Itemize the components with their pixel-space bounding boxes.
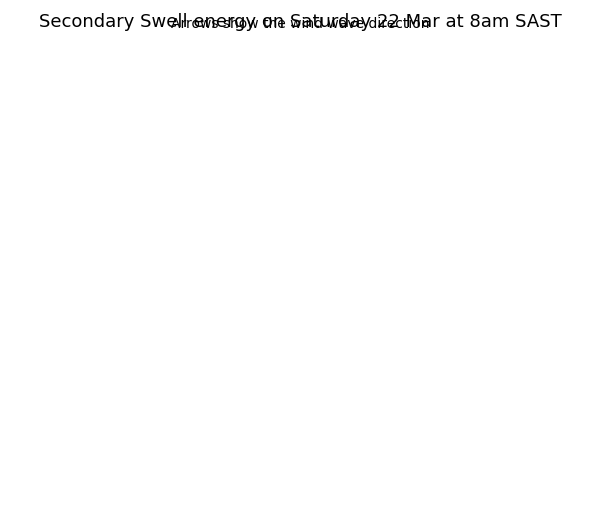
Text: Arrows show the wind wave direction: Arrows show the wind wave direction <box>171 17 430 32</box>
Text: Map unavailable: Map unavailable <box>243 271 358 285</box>
Text: Secondary Swell energy on Saturday 22 Mar at 8am SAST: Secondary Swell energy on Saturday 22 Ma… <box>39 13 562 32</box>
